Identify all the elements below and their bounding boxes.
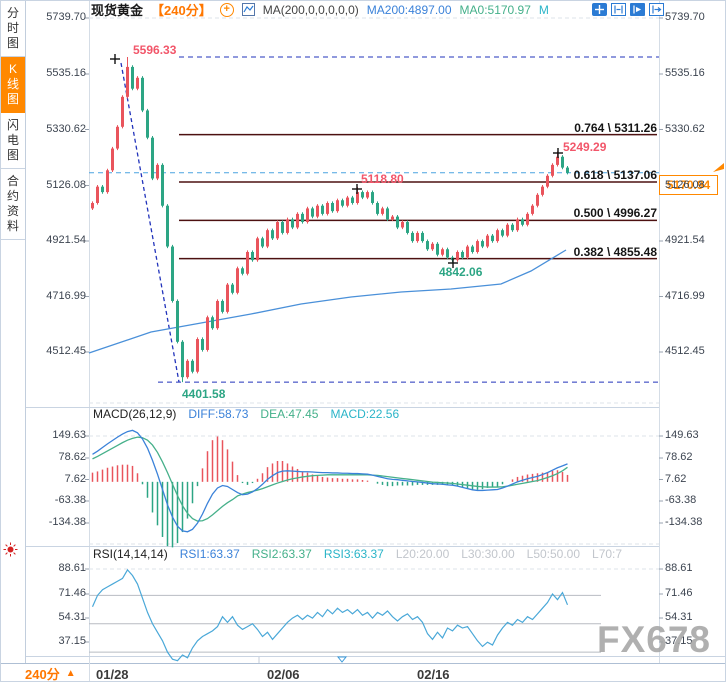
- period-label[interactable]: 【240分】: [151, 3, 212, 18]
- crosshair-icon[interactable]: [592, 3, 607, 16]
- macd-name: MACD(26,12,9): [93, 407, 177, 421]
- main-axis-label-right: 5126.08: [665, 178, 705, 191]
- fib-level-label: 0.764 \ 5311.26: [574, 120, 657, 135]
- rsi-axis-label-left: 54.31: [58, 611, 86, 623]
- alarm-icon[interactable]: [3, 542, 18, 557]
- fib-level-label: 0.382 \ 4855.48: [573, 244, 657, 259]
- macd-axis-label-left: -134.38: [48, 516, 86, 528]
- macd-dea-value: DEA:47.45: [260, 407, 319, 421]
- main-axis-label-left: 4921.54: [46, 234, 86, 246]
- rsi-header: RSI(14,14,14) RSI1:63.37 RSI2:63.37 RSI3…: [93, 547, 622, 561]
- chart-type-icon[interactable]: [241, 3, 255, 16]
- macd-axis-label-right: 149.63: [665, 429, 699, 441]
- panel-border-main-macd: [26, 407, 659, 408]
- rsi-axis-label-left: 37.15: [58, 635, 86, 647]
- price-flag-icon: [713, 163, 724, 172]
- ma-extra: M: [538, 2, 549, 17]
- sidebar-item-label: K线图: [6, 62, 19, 106]
- macd-bar-value: MACD:22.56: [330, 407, 400, 421]
- current-price-box: 5170.94: [659, 175, 718, 195]
- rsi-axis-label-right: 37.15: [665, 635, 693, 647]
- main-axis-label-right: 5330.62: [665, 122, 705, 135]
- rsi-axis-label-left: 71.46: [58, 587, 86, 599]
- sidebar-item-label: 分时图: [6, 6, 19, 50]
- timeframe-label: 240分: [25, 667, 60, 682]
- chart-header: 现货黄金 【240分】 + MA(200,0,0,0,0,0) MA200:48…: [91, 2, 549, 18]
- rsi1-value: RSI1:63.37: [179, 547, 240, 561]
- macd-axis-label-right: -134.38: [665, 516, 703, 528]
- date-axis-label: 02/16: [417, 667, 450, 682]
- main-axis-label-right: 4512.45: [665, 345, 705, 357]
- ma200-value: MA200:4897.00: [366, 2, 452, 17]
- price-annotation: 5249.29: [563, 140, 607, 154]
- ma-formula: MA(200,0,0,0,0,0): [262, 2, 359, 17]
- rsi3-value: RSI3:63.37: [323, 547, 384, 561]
- chevron-up-icon: ▲: [65, 668, 76, 679]
- fib-level-label: 0.500 \ 4996.27: [573, 206, 657, 221]
- price-annotation: 5596.33: [133, 43, 177, 57]
- main-axis-label-right: 5535.16: [665, 67, 705, 79]
- main-axis-label-left: 5126.08: [46, 178, 86, 191]
- footer-divider: [89, 663, 90, 681]
- rsi-axis-label-left: 88.61: [58, 562, 86, 574]
- rsi-axis-label-right: 71.46: [665, 587, 693, 599]
- rsi2-value: RSI2:63.37: [251, 547, 312, 561]
- macd-axis-label-right: -63.38: [665, 494, 697, 506]
- price-annotation: 5118.80: [361, 172, 404, 186]
- timeframe-selector[interactable]: 240分 ▲: [1, 664, 89, 682]
- axis-left-border: [89, 1, 90, 681]
- rsi-axis-label-right: 88.61: [665, 562, 693, 574]
- main-axis-label-right: 4921.54: [665, 234, 705, 246]
- sidebar-item-kline-chart[interactable]: K线图: [1, 57, 25, 113]
- macd-axis-label-right: 7.62: [665, 472, 687, 485]
- main-axis-label-left: 5739.70: [46, 11, 86, 23]
- macd-axis-label-left: 149.63: [52, 429, 86, 441]
- rsi-l20: L20:20.00: [395, 547, 450, 561]
- instrument-title: 现货黄金: [91, 3, 144, 18]
- sidebar-item-lightning-chart[interactable]: 闪电图: [1, 113, 25, 169]
- zoom-scale-icon-active[interactable]: [630, 3, 645, 16]
- sidebar-item-label: 合约资料: [6, 174, 19, 233]
- macd-axis-label-left: 78.62: [58, 451, 86, 463]
- main-axis-label-left: 4512.45: [46, 345, 86, 357]
- axis-right-border: [659, 1, 660, 663]
- macd-header: MACD(26,12,9) DIFF:58.73 DEA:47.45 MACD:…: [93, 407, 399, 421]
- price-annotation: 4842.06: [439, 265, 483, 279]
- watermark: FX678: [597, 619, 712, 660]
- main-axis-label-left: 5535.16: [46, 67, 86, 79]
- rsi-l30: L30:30.00: [461, 547, 515, 561]
- add-indicator-icon[interactable]: +: [219, 2, 234, 17]
- sidebar-item-contract-info[interactable]: 合约资料: [1, 169, 25, 240]
- exit-scale-icon[interactable]: [649, 3, 664, 16]
- y-axis-scale-icon[interactable]: [611, 3, 626, 16]
- sidebar-item-time-chart[interactable]: 分时图: [1, 1, 25, 57]
- macd-axis-label-left: 7.62: [64, 472, 86, 485]
- bottom-bar-border: [1, 663, 725, 664]
- date-axis-label: 01/28: [96, 667, 129, 682]
- macd-axis-label-left: -63.38: [54, 494, 86, 506]
- macd-axis-label-right: 78.62: [665, 451, 693, 463]
- ma0-value: MA0:5170.97: [459, 2, 531, 17]
- chart-toolbar: [592, 3, 664, 16]
- sidebar-item-label: 闪电图: [6, 118, 19, 162]
- panel-border-rsi-strip: [1, 656, 725, 657]
- sidebar: 分时图 K线图 闪电图 合约资料: [1, 1, 26, 663]
- date-axis-label: 02/06: [267, 667, 300, 682]
- main-axis-label-right: 5739.70: [665, 11, 705, 23]
- rsi-l70: L70:7: [592, 547, 623, 561]
- rsi-axis-label-right: 54.31: [665, 611, 693, 623]
- price-annotation: 4401.58: [182, 387, 226, 401]
- panel-border-macd-rsi: [26, 546, 659, 547]
- main-axis-label-left: 5330.62: [46, 122, 86, 135]
- rsi-name: RSI(14,14,14): [93, 547, 168, 561]
- main-axis-label-left: 4716.99: [46, 289, 86, 302]
- macd-diff-value: DIFF:58.73: [188, 407, 249, 421]
- rsi-l50: L50:50.00: [526, 547, 581, 561]
- main-axis-label-right: 4716.99: [665, 289, 705, 302]
- fib-level-label: 0.618 \ 5137.06: [573, 168, 657, 182]
